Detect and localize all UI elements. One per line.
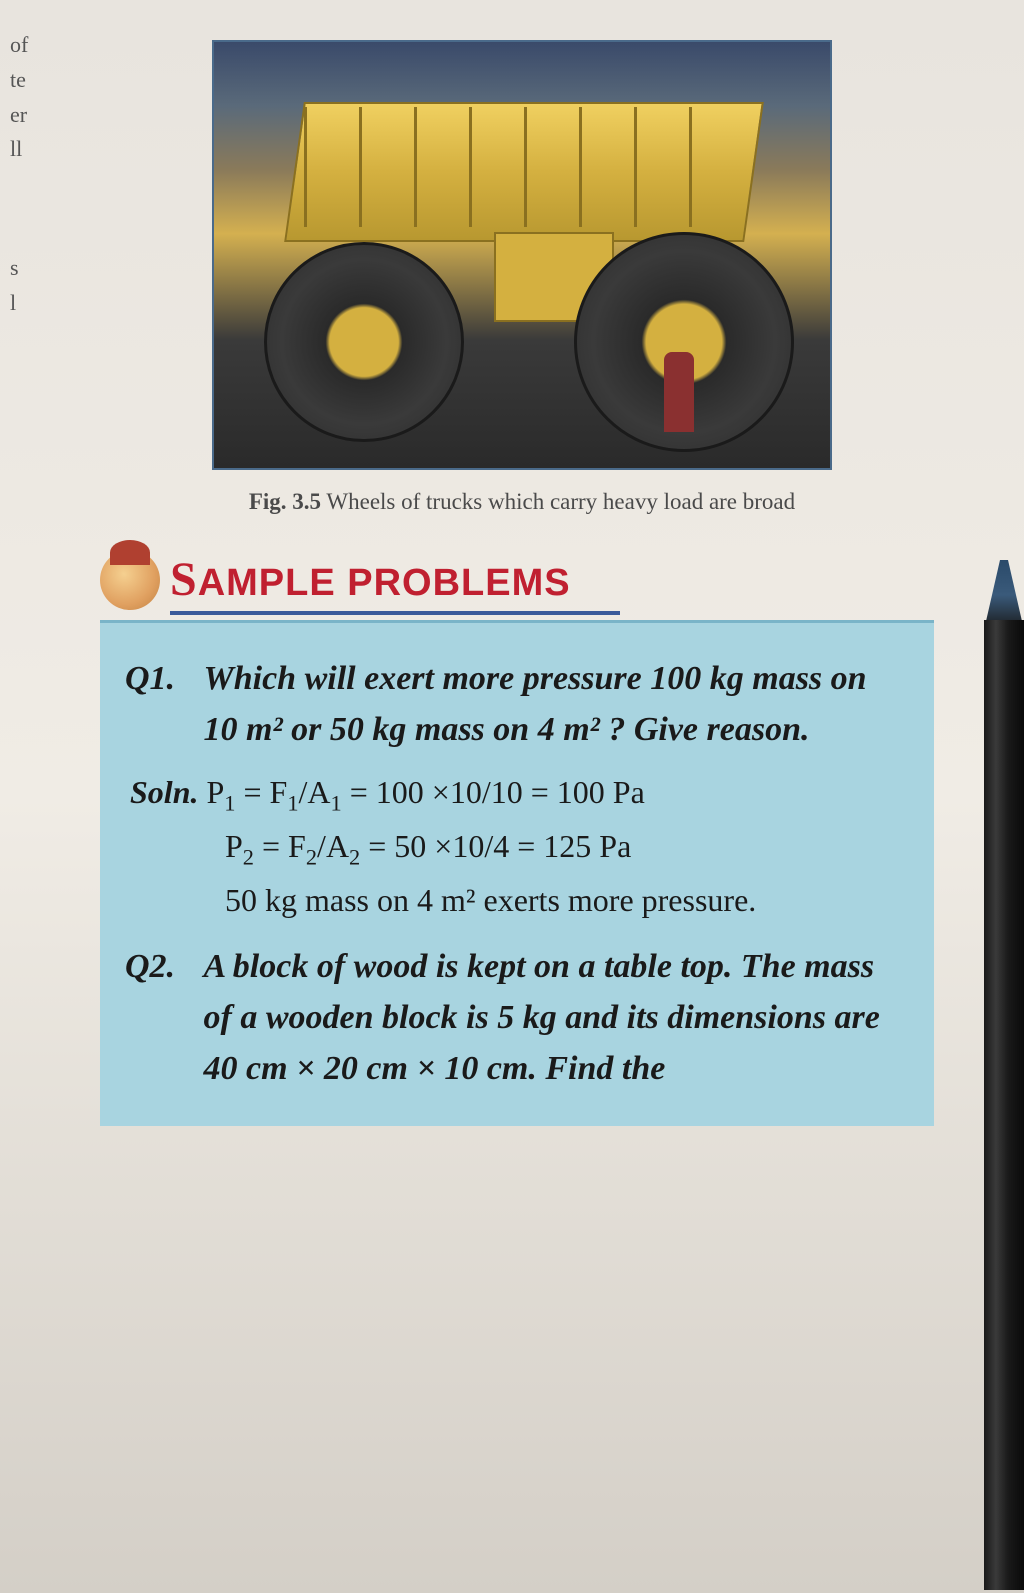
q2-label: Q2.	[125, 941, 195, 992]
pencil-body	[984, 620, 1024, 1590]
sample-title-s: S	[170, 553, 198, 606]
margin-line: ll	[10, 134, 28, 165]
q1-body: Which will exert more pressure 100 kg ma…	[204, 653, 908, 755]
truck-wheel-left	[264, 242, 464, 442]
caption-label: Fig. 3.5	[249, 489, 321, 514]
sample-title-rest: AMPLE PROBLEMS	[198, 562, 571, 604]
sample-problems-header: SAMPLE PROBLEMS	[100, 550, 964, 610]
q2-body: A block of wood is kept on a table top. …	[204, 941, 908, 1094]
margin-line: er	[10, 100, 28, 131]
mascot-icon	[100, 550, 160, 610]
margin-line: l	[10, 288, 28, 319]
margin-line: s	[10, 253, 28, 284]
soln-line3: 50 kg mass on 4 m² exerts more pressure.	[130, 875, 909, 926]
truck-ribs	[304, 107, 744, 227]
page-content: of te er ll s l Fig. 3.5 Wheels of truck…	[0, 0, 1024, 1146]
soln-label: Soln.	[130, 774, 198, 810]
caption-text: Wheels of trucks which carry heavy load …	[321, 489, 795, 514]
question-1: Q1. Which will exert more pressure 100 k…	[125, 653, 909, 755]
problems-box: Q1. Which will exert more pressure 100 k…	[100, 620, 934, 1127]
person-silhouette	[664, 352, 694, 432]
soln-line2: P2 = F2/A2 = 50 ×10/4 = 125 Pa	[130, 821, 909, 875]
figure-photo	[212, 40, 832, 470]
margin-line: te	[10, 65, 28, 96]
margin-line: of	[10, 30, 28, 61]
figure-caption: Fig. 3.5 Wheels of trucks which carry he…	[140, 485, 904, 520]
q1-label: Q1.	[125, 653, 195, 704]
sample-title: SAMPLE PROBLEMS	[170, 552, 571, 607]
margin-fragments: of te er ll s l	[10, 30, 28, 323]
solution-1: Soln. P1 = F1/A1 = 100 ×10/10 = 100 Pa P…	[125, 767, 909, 927]
sample-underline	[170, 611, 620, 615]
question-2: Q2. A block of wood is kept on a table t…	[125, 941, 909, 1094]
